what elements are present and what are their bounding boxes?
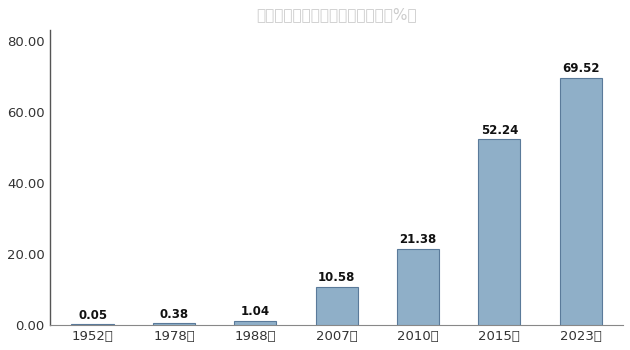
Bar	[234, 321, 277, 324]
Text: 0.05: 0.05	[78, 309, 107, 322]
Bar	[397, 248, 439, 324]
Bar	[559, 78, 602, 324]
Text: 10.58: 10.58	[318, 272, 355, 285]
Text: 52.24: 52.24	[481, 124, 518, 137]
Text: 69.52: 69.52	[562, 62, 599, 75]
Bar	[478, 139, 520, 324]
Text: 21.38: 21.38	[399, 233, 437, 246]
Bar	[153, 323, 195, 324]
Title: 兰州市城镇化率历史演变（单位：%）: 兰州市城镇化率历史演变（单位：%）	[256, 7, 417, 22]
Text: 1.04: 1.04	[241, 305, 270, 318]
Text: 0.38: 0.38	[159, 308, 188, 321]
Bar	[316, 287, 358, 324]
